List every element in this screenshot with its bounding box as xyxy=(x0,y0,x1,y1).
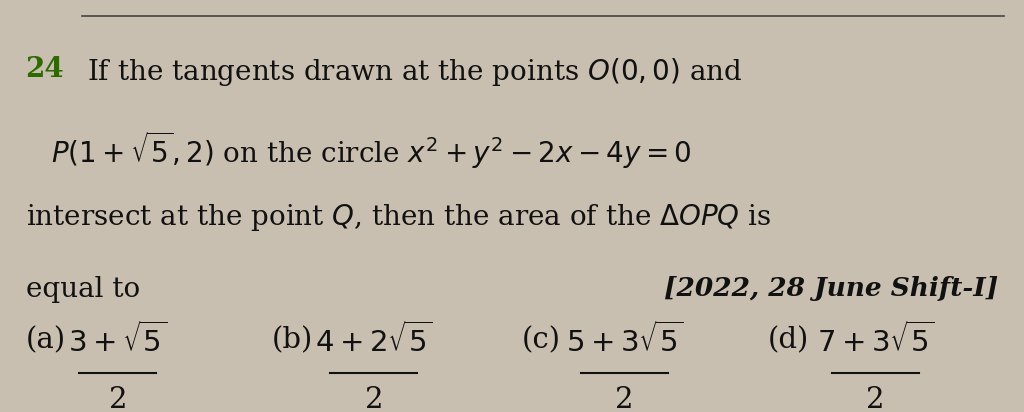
Text: [2022, 28 June Shift-I]: [2022, 28 June Shift-I] xyxy=(665,276,998,301)
Text: equal to: equal to xyxy=(26,276,139,303)
Text: $4+2\sqrt{5}$: $4+2\sqrt{5}$ xyxy=(315,322,432,358)
Text: $P(1+\sqrt{5},2)$ on the circle $x^2+y^2-2x-4y=0$: $P(1+\sqrt{5},2)$ on the circle $x^2+y^2… xyxy=(51,130,692,171)
Text: $3+\sqrt{5}$: $3+\sqrt{5}$ xyxy=(69,322,167,358)
Text: (d): (d) xyxy=(768,326,809,354)
Text: 2: 2 xyxy=(365,386,383,412)
Text: If the tangents drawn at the points $O(0,0)$ and: If the tangents drawn at the points $O(0… xyxy=(87,56,742,88)
Text: (a): (a) xyxy=(26,326,66,354)
Text: $7+3\sqrt{5}$: $7+3\sqrt{5}$ xyxy=(817,322,934,358)
Text: (b): (b) xyxy=(271,326,312,354)
Text: (c): (c) xyxy=(522,326,561,354)
Text: 2: 2 xyxy=(615,386,634,412)
Text: 24: 24 xyxy=(26,56,65,83)
Text: intersect at the point $Q$, then the area of the $\Delta OPQ$ is: intersect at the point $Q$, then the are… xyxy=(26,202,771,233)
Text: $5+3\sqrt{5}$: $5+3\sqrt{5}$ xyxy=(566,322,683,358)
Text: 2: 2 xyxy=(866,386,885,412)
Text: 2: 2 xyxy=(109,386,127,412)
